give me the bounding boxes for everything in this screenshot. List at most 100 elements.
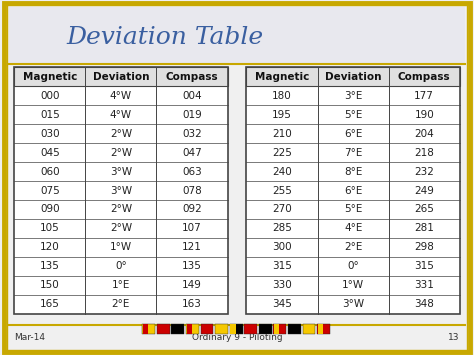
Bar	[246, 200, 460, 219]
Text: 4°W: 4°W	[110, 91, 132, 101]
Bar	[14, 67, 228, 86]
Text: Mar-14: Mar-14	[14, 333, 45, 342]
Text: 7°E: 7°E	[344, 148, 362, 158]
Bar	[143, 324, 148, 334]
Bar	[14, 200, 228, 219]
Bar	[246, 276, 460, 295]
Text: 270: 270	[272, 204, 292, 214]
Bar	[14, 143, 228, 162]
Bar	[259, 324, 272, 334]
Text: 281: 281	[414, 223, 434, 233]
Text: 163: 163	[182, 299, 202, 309]
Bar	[244, 324, 257, 334]
Bar	[14, 86, 228, 105]
Bar	[14, 105, 228, 124]
Text: 030: 030	[40, 129, 60, 139]
Text: 0°: 0°	[347, 261, 359, 271]
Text: 249: 249	[414, 186, 434, 196]
Text: 0°: 0°	[115, 261, 127, 271]
Text: 255: 255	[272, 186, 292, 196]
Bar	[142, 324, 155, 334]
Bar	[246, 105, 460, 124]
Text: Compass: Compass	[165, 72, 219, 82]
Text: 135: 135	[182, 261, 202, 271]
Bar	[14, 67, 228, 313]
Text: Deviation: Deviation	[325, 72, 382, 82]
Text: 210: 210	[272, 129, 292, 139]
Bar	[14, 276, 228, 295]
Text: 180: 180	[272, 91, 292, 101]
Text: 121: 121	[182, 242, 202, 252]
Text: 3°W: 3°W	[110, 186, 132, 196]
Text: 1°W: 1°W	[342, 280, 364, 290]
Bar	[187, 324, 192, 334]
Text: 4°E: 4°E	[344, 223, 362, 233]
Text: 090: 090	[40, 204, 60, 214]
Text: 195: 195	[272, 110, 292, 120]
Text: 2°E: 2°E	[112, 299, 130, 309]
Text: 298: 298	[414, 242, 434, 252]
Bar	[14, 162, 228, 181]
Text: 4°W: 4°W	[110, 110, 132, 120]
Bar	[14, 257, 228, 276]
Bar	[215, 324, 228, 334]
Text: Magnetic: Magnetic	[23, 72, 77, 82]
Text: 345: 345	[272, 299, 292, 309]
Text: 204: 204	[414, 129, 434, 139]
Bar	[246, 143, 460, 162]
Bar	[302, 324, 316, 334]
Text: 092: 092	[182, 204, 202, 214]
Text: 6°E: 6°E	[344, 186, 362, 196]
Text: 063: 063	[182, 166, 202, 176]
Bar	[9, 7, 465, 64]
Text: 2°E: 2°E	[344, 242, 362, 252]
Text: 330: 330	[272, 280, 292, 290]
Text: 150: 150	[40, 280, 60, 290]
Text: 075: 075	[40, 186, 60, 196]
Text: 2°W: 2°W	[110, 204, 132, 214]
Text: 2°W: 2°W	[110, 223, 132, 233]
Bar	[201, 324, 213, 334]
Bar	[246, 86, 460, 105]
Text: 032: 032	[182, 129, 202, 139]
Text: Ordinary 9 - Piloting: Ordinary 9 - Piloting	[191, 333, 283, 342]
Text: 285: 285	[272, 223, 292, 233]
Bar	[186, 324, 199, 334]
Text: 107: 107	[182, 223, 202, 233]
Text: 6°E: 6°E	[344, 129, 362, 139]
Text: 004: 004	[182, 91, 202, 101]
Text: 177: 177	[414, 91, 434, 101]
Text: 8°E: 8°E	[344, 166, 362, 176]
Text: 019: 019	[182, 110, 202, 120]
Bar	[246, 257, 460, 276]
Text: 1°E: 1°E	[112, 280, 130, 290]
Bar	[157, 324, 170, 334]
Bar	[14, 181, 228, 200]
Bar	[246, 67, 460, 313]
Text: 1°W: 1°W	[110, 242, 132, 252]
Text: 13: 13	[448, 333, 460, 342]
Text: 120: 120	[40, 242, 60, 252]
Text: 078: 078	[182, 186, 202, 196]
Bar	[14, 124, 228, 143]
Text: 047: 047	[182, 148, 202, 158]
Bar	[14, 219, 228, 238]
Bar	[246, 238, 460, 257]
Bar	[274, 324, 279, 334]
Text: Magnetic: Magnetic	[255, 72, 309, 82]
Bar	[246, 181, 460, 200]
Text: Deviation: Deviation	[92, 72, 149, 82]
Text: Deviation Table: Deviation Table	[66, 26, 264, 49]
Bar	[246, 162, 460, 181]
Text: 240: 240	[272, 166, 292, 176]
Text: 2°W: 2°W	[110, 148, 132, 158]
Bar	[246, 67, 460, 86]
Text: 060: 060	[40, 166, 60, 176]
Text: 3°E: 3°E	[344, 91, 362, 101]
Text: 300: 300	[272, 242, 292, 252]
Bar	[288, 324, 301, 334]
Text: 218: 218	[414, 148, 434, 158]
Text: 3°W: 3°W	[110, 166, 132, 176]
Text: 348: 348	[414, 299, 434, 309]
Text: 232: 232	[414, 166, 434, 176]
